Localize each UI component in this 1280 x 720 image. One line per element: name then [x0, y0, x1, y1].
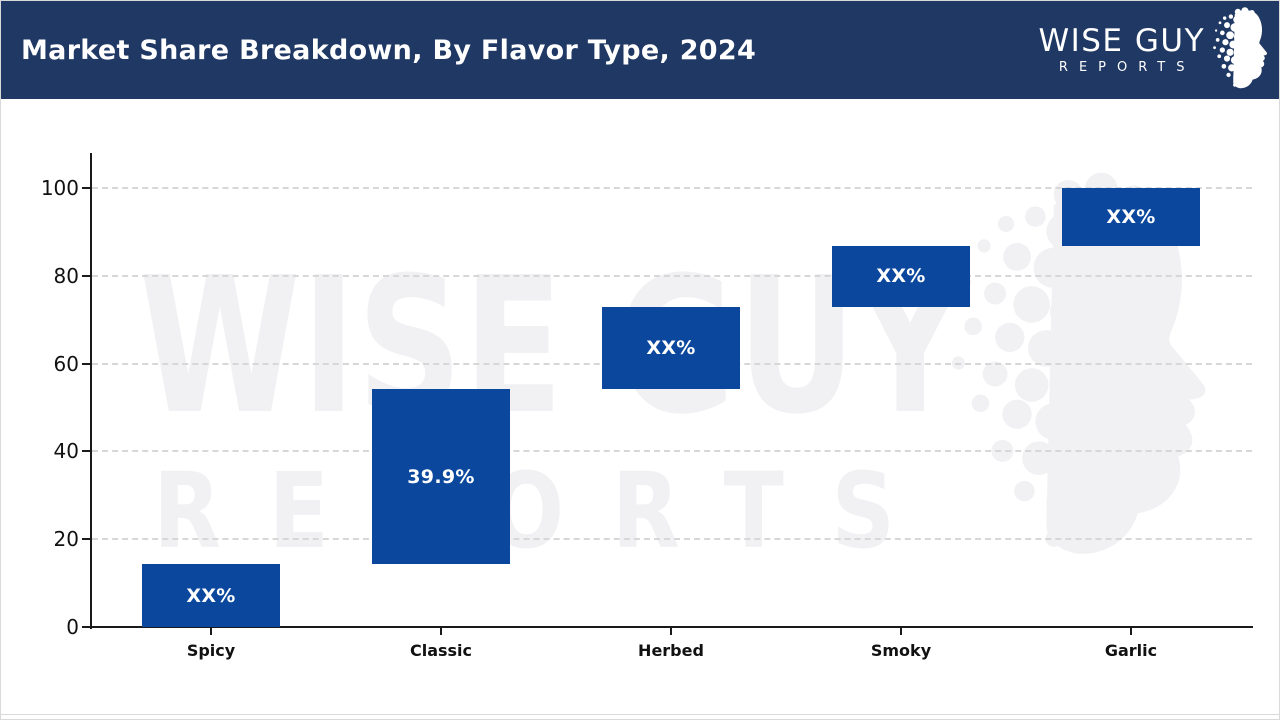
y-tick-label-40: 40 [53, 439, 79, 464]
y-tick-label-0: 0 [66, 615, 79, 639]
y-tick-80 [82, 274, 90, 277]
y-tick-20 [82, 538, 90, 541]
gridline-20 [92, 538, 1252, 541]
y-tick-label-20: 20 [53, 527, 79, 552]
x-tick-label-spicy: Spicy [186, 641, 236, 660]
y-tick-label-80: 80 [53, 263, 79, 288]
bar-value-label-spicy: XX% [186, 584, 236, 607]
y-tick-40 [82, 450, 90, 453]
page-title: Market Share Breakdown, By Flavor Type, … [21, 34, 757, 66]
bar-value-label-garlic: XX% [1106, 205, 1156, 228]
header-bar: Market Share Breakdown, By Flavor Type, … [1, 1, 1279, 99]
watermark-subtitle: REPORTS [153, 450, 943, 572]
bar-spicy: XX% [142, 564, 280, 627]
x-tick-label-classic: Classic [409, 641, 473, 660]
footer-divider [1, 714, 1279, 715]
x-tick-spicy [210, 628, 212, 635]
y-axis [90, 153, 92, 629]
y-tick-100 [82, 187, 90, 189]
bar-garlic: XX% [1062, 188, 1200, 246]
watermark-wordmark: WISE GUY [139, 237, 965, 456]
bar-classic: 39.9% [372, 389, 510, 565]
wiseguy-logo: WISE GUY REPORTS [1038, 6, 1269, 94]
bar-smoky: XX% [832, 245, 970, 307]
gridline-100 [92, 187, 1252, 189]
logo-subtitle: REPORTS [1058, 60, 1196, 75]
x-tick-garlic [1130, 628, 1132, 635]
bar-value-label-smoky: XX% [876, 265, 926, 288]
x-axis [90, 626, 1253, 628]
bar-herbed: XX% [602, 306, 740, 390]
y-tick-label-100: 100 [40, 176, 79, 200]
x-tick-label-smoky: Smoky [870, 641, 932, 660]
bar-value-label-herbed: XX% [646, 337, 696, 359]
x-tick-classic [440, 628, 442, 635]
x-tick-herbed [670, 628, 672, 635]
bar-value-label-classic: 39.9% [407, 465, 475, 488]
y-tick-0 [82, 626, 90, 628]
wiseguy-head-logo-icon [1213, 7, 1268, 89]
y-tick-60 [82, 362, 90, 365]
gridline-40 [92, 450, 1252, 453]
x-tick-label-herbed: Herbed [638, 641, 704, 660]
logo-text: WISE GUY REPORTS [1038, 23, 1205, 75]
logo-wordmark: WISE GUY [1038, 23, 1205, 59]
y-tick-label-60: 60 [53, 351, 79, 376]
x-tick-smoky [900, 628, 902, 635]
gridline-80 [92, 274, 1252, 277]
x-tick-label-garlic: Garlic [1104, 641, 1158, 660]
